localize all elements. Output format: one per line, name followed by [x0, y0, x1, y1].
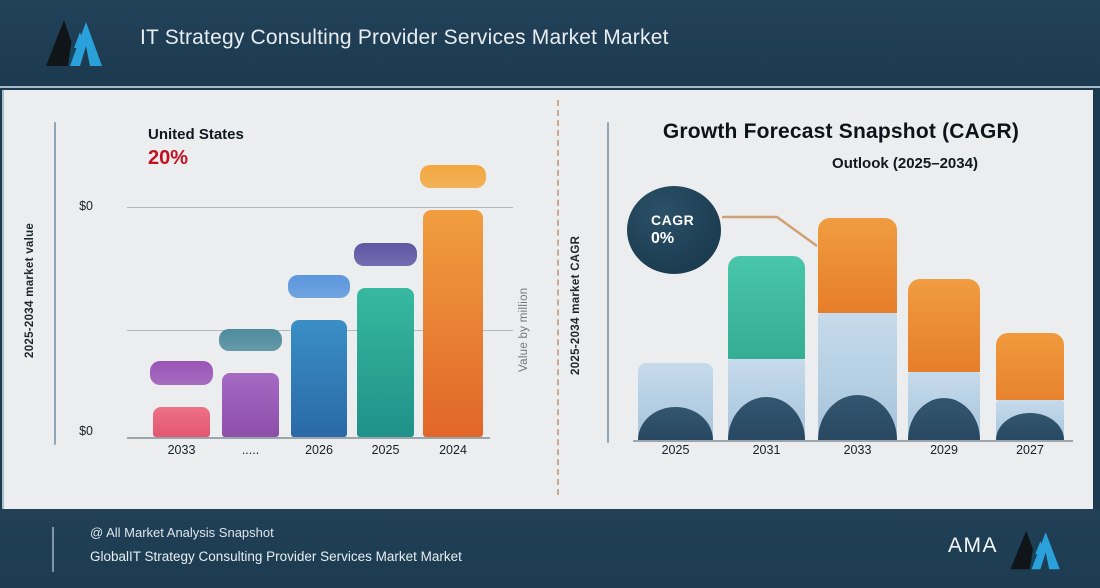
left-bar-2033 [153, 407, 210, 437]
footer-source-line: @ All Market Analysis Snapshot [90, 525, 274, 540]
footer-brand-text: AMA [948, 534, 999, 557]
page-title: IT Strategy Consulting Provider Services… [140, 26, 669, 49]
cagr-badge-value: 0% [651, 230, 675, 247]
footer-report-title: GlobalIT Strategy Consulting Provider Se… [90, 549, 462, 564]
chart-divider [557, 100, 559, 495]
left-bar-cap-2026 [288, 275, 350, 298]
left-chart-cagr-value: 20% [148, 147, 189, 169]
footer-bar: @ All Market Analysis Snapshot GlobalIT … [0, 509, 1100, 588]
right-chart-subtitle: Outlook (2025–2034) [832, 155, 978, 172]
cagr-badge-label: CAGR [651, 212, 695, 228]
header-bar: IT Strategy Consulting Provider Services… [0, 0, 1100, 88]
left-bar-2024 [423, 210, 483, 437]
right-x-tick-2029: 2029 [930, 443, 958, 457]
right-x-tick-2033: 2033 [843, 443, 872, 457]
left-bar-cap-2025 [354, 243, 417, 266]
left-gridline-top [127, 207, 513, 208]
value-by-million-label: Value by million [518, 287, 530, 373]
left-y-tick-top: $0 [79, 199, 93, 213]
right-x-axis-line [633, 440, 1073, 442]
left-bar-..... [222, 373, 279, 437]
ama-mountain-logo-icon [1010, 530, 1060, 570]
right-bar-top-2029 [908, 279, 980, 372]
right-bar-top-2031 [728, 256, 805, 359]
left-bar-cap-..... [219, 329, 282, 351]
left-chart-region-label: United States [148, 126, 244, 143]
right-x-tick-2031: 2031 [752, 443, 781, 457]
right-bar-top-2027 [996, 333, 1064, 400]
left-x-tick-2024: 2024 [439, 443, 467, 457]
right-bar-top-2033 [818, 218, 897, 313]
right-y-axis-line [607, 122, 609, 443]
left-x-tick-.....: ..... [241, 443, 260, 457]
left-bar-2026 [291, 320, 347, 437]
right-y-axis-label: 2025-2034 market CAGR [570, 235, 582, 375]
right-x-tick-2025: 2025 [661, 443, 690, 457]
right-x-tick-2027: 2027 [1016, 443, 1044, 457]
left-y-axis-line [54, 122, 56, 445]
right-chart-title: Growth Forecast Snapshot (CAGR) [662, 120, 1020, 143]
cagr-badge: CAGR 0% [627, 186, 721, 274]
left-bar-2025 [357, 288, 414, 437]
left-x-axis-line [127, 437, 490, 439]
left-x-tick-2025: 2025 [371, 443, 400, 457]
footer-divider-line [52, 527, 54, 572]
left-x-tick-2026: 2026 [305, 443, 333, 457]
left-bar-cap-2024 [420, 165, 486, 188]
left-y-tick-bottom: $0 [79, 424, 93, 438]
left-y-axis-label: 2025-2034 market value [24, 222, 36, 358]
ama-mountain-logo-icon [46, 20, 102, 66]
left-bar-cap-2033 [150, 361, 213, 385]
left-x-tick-2033: 2033 [167, 443, 196, 457]
